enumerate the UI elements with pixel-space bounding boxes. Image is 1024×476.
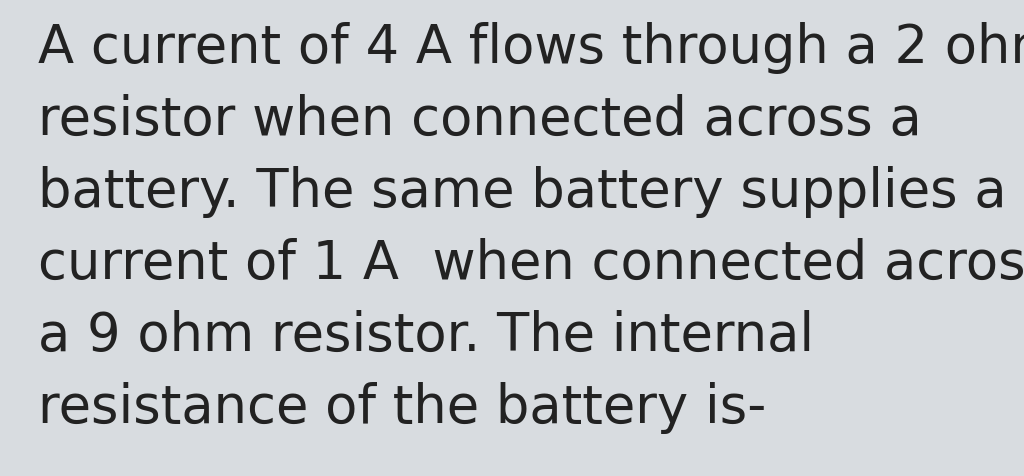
Text: current of 1 A  when connected across: current of 1 A when connected across (38, 238, 1024, 290)
Text: battery. The same battery supplies a: battery. The same battery supplies a (38, 166, 1007, 218)
Text: A current of 4 A flows through a 2 ohm: A current of 4 A flows through a 2 ohm (38, 22, 1024, 74)
Text: a 9 ohm resistor. The internal: a 9 ohm resistor. The internal (38, 310, 814, 362)
Text: resistance of the battery is-: resistance of the battery is- (38, 382, 766, 434)
Text: resistor when connected across a: resistor when connected across a (38, 94, 922, 146)
